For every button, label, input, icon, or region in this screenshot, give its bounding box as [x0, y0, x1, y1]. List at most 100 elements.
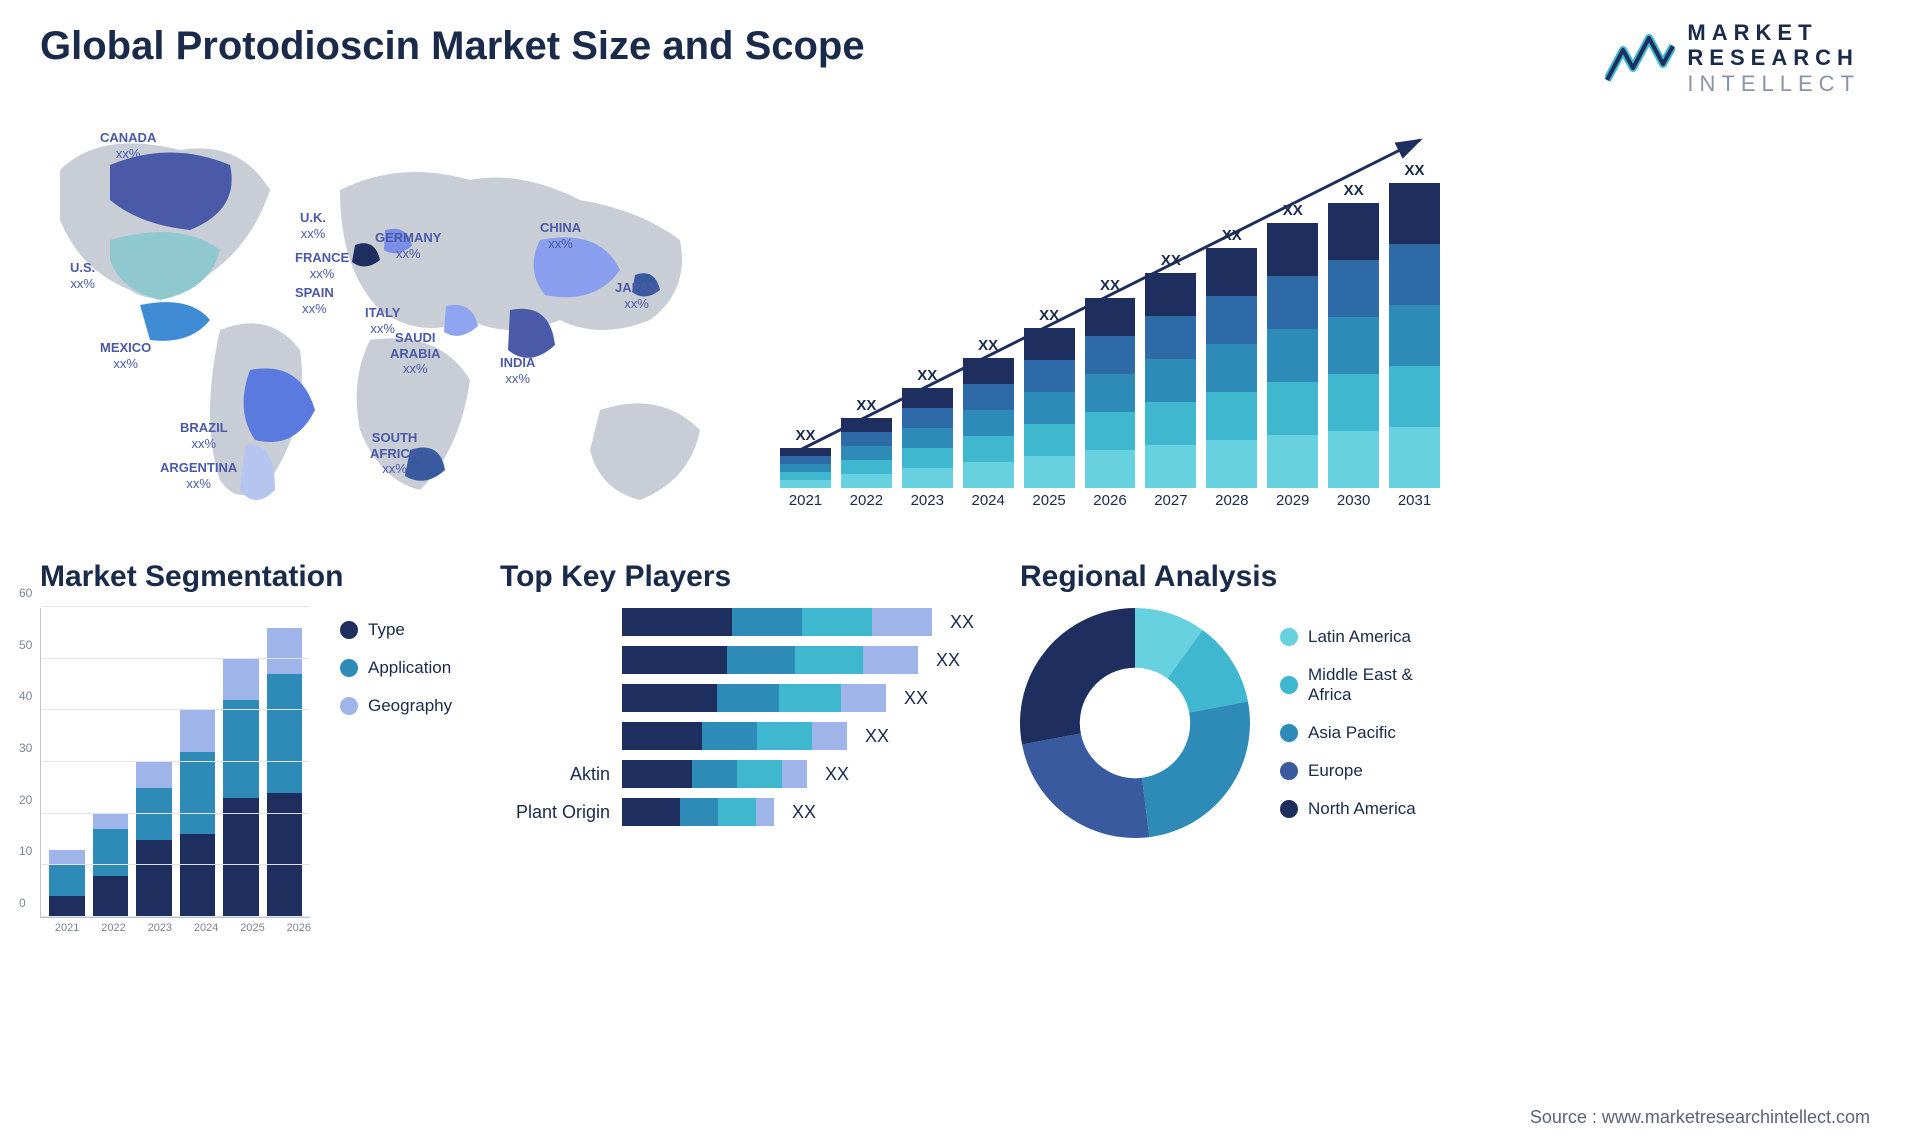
- key-players-rows: XX XX XX XX AktinXX Plant Origin XX: [500, 608, 1010, 826]
- growth-bar-value: XX: [1039, 307, 1059, 324]
- map-label: CANADAxx%: [100, 130, 156, 161]
- growth-bar: XX: [1085, 277, 1136, 488]
- player-value: XX: [792, 802, 816, 823]
- brand-logo: MARKET RESEARCH INTELLECT: [1605, 20, 1860, 96]
- legend-item: Latin America: [1280, 627, 1460, 647]
- donut-slice: [1022, 733, 1149, 838]
- growth-bar-value: XX: [978, 337, 998, 354]
- seg-bar: [49, 850, 85, 917]
- player-row: AktinXX: [500, 760, 1010, 788]
- legend-item: Application: [340, 658, 452, 678]
- seg-bar: [136, 762, 172, 917]
- growth-bar: XX: [902, 367, 953, 488]
- seg-year-label: 2022: [94, 922, 132, 934]
- growth-year-label: 2031: [1389, 492, 1440, 520]
- regional-legend: Latin America Middle East & Africa Asia Pa…: [1280, 627, 1460, 819]
- player-value: XX: [865, 726, 889, 747]
- donut-slice: [1020, 608, 1135, 745]
- seg-year-label: 2021: [48, 922, 86, 934]
- seg-ytick: 10: [19, 844, 32, 858]
- growth-bar: XX: [963, 337, 1014, 488]
- growth-year-label: 2023: [902, 492, 953, 520]
- growth-year-label: 2028: [1206, 492, 1257, 520]
- map-label: INDIAxx%: [500, 355, 535, 386]
- regional-donut: [1020, 608, 1250, 838]
- regional-title: Regional Analysis: [1020, 560, 1460, 594]
- segmentation-chart: 0102030405060: [40, 608, 310, 918]
- seg-year-label: 2023: [141, 922, 179, 934]
- seg-bar: [223, 659, 259, 917]
- map-label: JAPANxx%: [615, 280, 658, 311]
- map-label: FRANCExx%: [295, 250, 349, 281]
- map-label: GERMANYxx%: [375, 230, 441, 261]
- growth-bar: XX: [1389, 162, 1440, 488]
- map-label: CHINAxx%: [540, 220, 581, 251]
- player-label: Aktin: [500, 764, 610, 785]
- player-value: XX: [936, 650, 960, 671]
- seg-ytick: 30: [19, 741, 32, 755]
- legend-item: Asia Pacific: [1280, 723, 1460, 743]
- growth-bar-value: XX: [1222, 227, 1242, 244]
- regional-panel: Regional Analysis Latin America Middle Ea…: [1020, 560, 1460, 940]
- growth-bar-value: XX: [1283, 202, 1303, 219]
- growth-bar: XX: [780, 427, 831, 488]
- player-value: XX: [904, 688, 928, 709]
- growth-bar: XX: [1024, 307, 1075, 488]
- legend-item: Type: [340, 620, 452, 640]
- growth-bar: XX: [1267, 202, 1318, 488]
- segmentation-legend: Type Application Geography: [340, 620, 452, 716]
- growth-bar-value: XX: [856, 397, 876, 414]
- legend-item: Europe: [1280, 761, 1460, 781]
- page-title: Global Protodioscin Market Size and Scop…: [40, 24, 865, 69]
- growth-year-label: 2029: [1267, 492, 1318, 520]
- logo-line-1: MARKET: [1687, 20, 1860, 45]
- growth-bar: XX: [1145, 252, 1196, 488]
- seg-bar: [180, 710, 216, 917]
- seg-year-label: 2026: [280, 922, 318, 934]
- seg-year-label: 2025: [233, 922, 271, 934]
- seg-ytick: 20: [19, 793, 32, 807]
- seg-bar: [267, 628, 303, 917]
- player-row: XX: [500, 646, 1010, 674]
- source-label: Source : www.marketresearchintellect.com: [1530, 1107, 1870, 1128]
- legend-item: North America: [1280, 799, 1460, 819]
- growth-year-label: 2024: [963, 492, 1014, 520]
- growth-bars: XX XX XX XX XX XX XX XX XX XX XX: [780, 140, 1440, 488]
- seg-year-label: 2024: [187, 922, 225, 934]
- player-row: Plant Origin XX: [500, 798, 1010, 826]
- growth-xaxis: 2021202220232024202520262027202820292030…: [780, 492, 1440, 520]
- player-row: XX: [500, 608, 1010, 636]
- seg-ytick: 40: [19, 689, 32, 703]
- legend-item: Middle East & Africa: [1280, 665, 1460, 705]
- growth-bar-value: XX: [1344, 182, 1364, 199]
- player-label: Plant Origin: [500, 802, 610, 823]
- legend-item: Geography: [340, 696, 452, 716]
- growth-bar: XX: [1328, 182, 1379, 488]
- seg-ytick: 0: [19, 896, 26, 910]
- growth-bar-value: XX: [917, 367, 937, 384]
- growth-bar-value: XX: [1405, 162, 1425, 179]
- map-label: U.K.xx%: [300, 210, 326, 241]
- segmentation-title: Market Segmentation: [40, 560, 470, 594]
- map-label: SAUDIARABIAxx%: [390, 330, 441, 377]
- growth-year-label: 2027: [1145, 492, 1196, 520]
- logo-line-3: INTELLECT: [1687, 71, 1860, 96]
- world-map-panel: CANADAxx%U.S.xx%MEXICOxx%BRAZILxx%ARGENT…: [40, 110, 740, 520]
- map-label: SOUTHAFRICAxx%: [370, 430, 419, 477]
- map-label: ARGENTINAxx%: [160, 460, 237, 491]
- growth-bar: XX: [841, 397, 892, 488]
- key-players-title: Top Key Players: [500, 560, 1010, 594]
- map-label: SPAINxx%: [295, 285, 334, 316]
- growth-bar-value: XX: [795, 427, 815, 444]
- logo-mark-icon: [1605, 30, 1675, 86]
- map-label: MEXICOxx%: [100, 340, 151, 371]
- growth-bar-value: XX: [1100, 277, 1120, 294]
- logo-line-2: RESEARCH: [1687, 45, 1860, 70]
- growth-year-label: 2026: [1085, 492, 1136, 520]
- donut-slice: [1142, 701, 1250, 837]
- map-label: U.S.xx%: [70, 260, 95, 291]
- player-row: XX: [500, 684, 1010, 712]
- growth-year-label: 2025: [1024, 492, 1075, 520]
- growth-chart-panel: XXXXXXXXXXXXXXXXXXXXXX 20212022202320242…: [780, 110, 1440, 520]
- growth-year-label: 2030: [1328, 492, 1379, 520]
